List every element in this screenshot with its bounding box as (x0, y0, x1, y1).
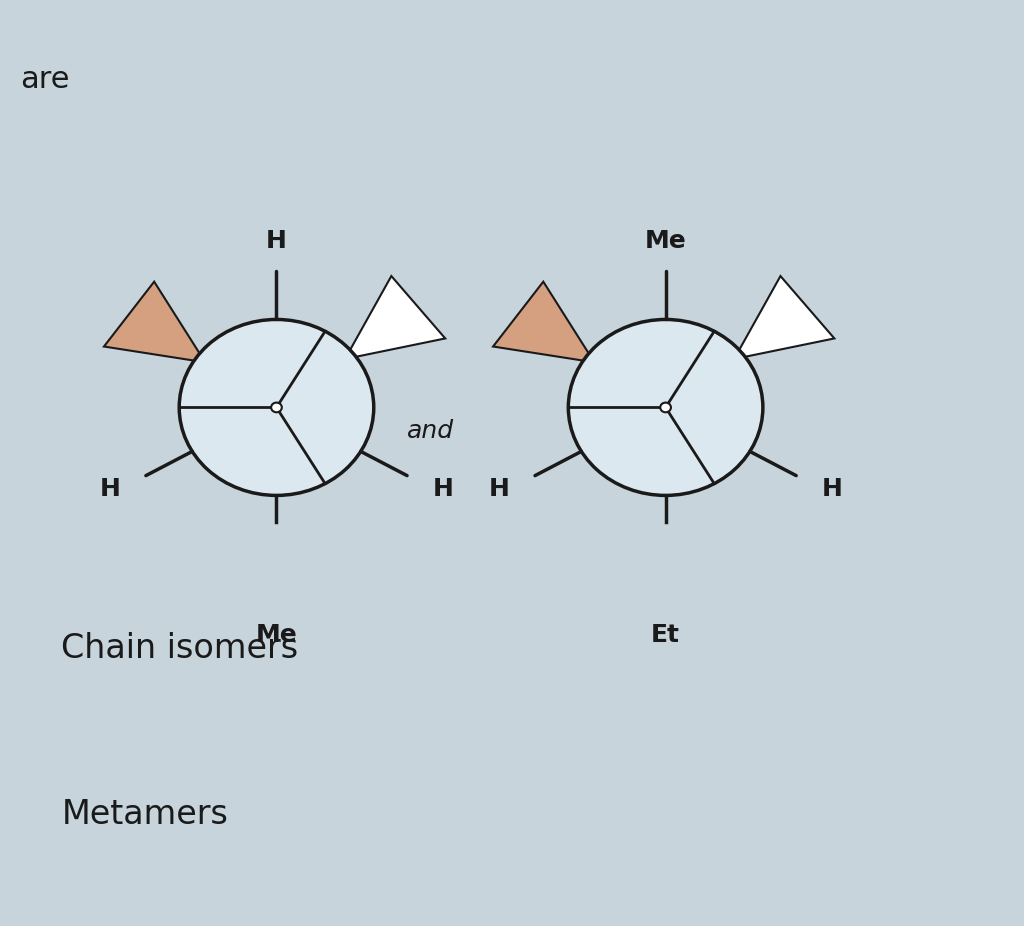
Text: and: and (407, 419, 454, 443)
Text: Chain isomers: Chain isomers (61, 632, 299, 665)
Circle shape (179, 319, 374, 495)
Circle shape (271, 403, 282, 412)
Polygon shape (350, 276, 445, 357)
Circle shape (568, 319, 763, 495)
Polygon shape (739, 276, 835, 357)
Polygon shape (494, 282, 589, 360)
Polygon shape (104, 282, 200, 360)
Text: Metamers: Metamers (61, 798, 228, 832)
Text: H: H (488, 477, 510, 501)
Text: H: H (99, 477, 121, 501)
Text: H: H (432, 477, 454, 501)
Text: H: H (266, 230, 287, 254)
Text: H: H (821, 477, 843, 501)
Text: Me: Me (256, 623, 297, 647)
Text: Me: Me (645, 230, 686, 254)
Circle shape (660, 403, 671, 412)
Text: are: are (20, 65, 70, 94)
Text: Et: Et (651, 623, 680, 647)
